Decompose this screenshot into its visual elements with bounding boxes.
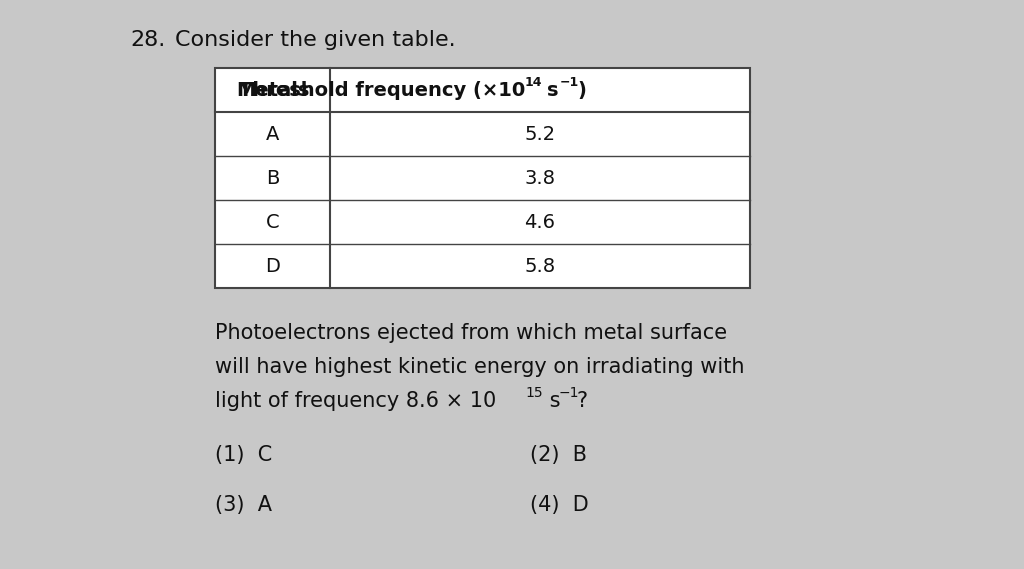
Text: Metals: Metals bbox=[236, 80, 309, 100]
Text: 5.2: 5.2 bbox=[524, 125, 556, 143]
Text: 15: 15 bbox=[525, 386, 543, 400]
Text: (2)  B: (2) B bbox=[530, 445, 587, 465]
Text: ): ) bbox=[577, 80, 586, 100]
Text: B: B bbox=[266, 168, 280, 188]
Text: 28.: 28. bbox=[130, 30, 165, 50]
Text: −1: −1 bbox=[560, 76, 580, 89]
Text: (3)  A: (3) A bbox=[215, 495, 272, 515]
Text: A: A bbox=[266, 125, 280, 143]
Text: light of frequency 8.6 × 10: light of frequency 8.6 × 10 bbox=[215, 391, 497, 411]
Text: ?: ? bbox=[577, 391, 588, 411]
Text: C: C bbox=[265, 212, 280, 232]
Text: 3.8: 3.8 bbox=[524, 168, 555, 188]
Text: (4)  D: (4) D bbox=[530, 495, 589, 515]
Text: Threshold frequency (×10: Threshold frequency (×10 bbox=[239, 80, 525, 100]
Text: 14: 14 bbox=[525, 76, 543, 89]
Text: s: s bbox=[547, 80, 558, 100]
Text: D: D bbox=[265, 257, 280, 275]
Text: Photoelectrons ejected from which metal surface: Photoelectrons ejected from which metal … bbox=[215, 323, 727, 343]
Text: 4.6: 4.6 bbox=[524, 212, 555, 232]
Bar bbox=[215, 68, 750, 288]
Text: will have highest kinetic energy on irradiating with: will have highest kinetic energy on irra… bbox=[215, 357, 744, 377]
Bar bbox=[215, 68, 750, 288]
Text: (1)  C: (1) C bbox=[215, 445, 272, 465]
Text: Consider the given table.: Consider the given table. bbox=[175, 30, 456, 50]
Text: s: s bbox=[543, 391, 560, 411]
Text: −1: −1 bbox=[559, 386, 580, 400]
Text: 5.8: 5.8 bbox=[524, 257, 556, 275]
